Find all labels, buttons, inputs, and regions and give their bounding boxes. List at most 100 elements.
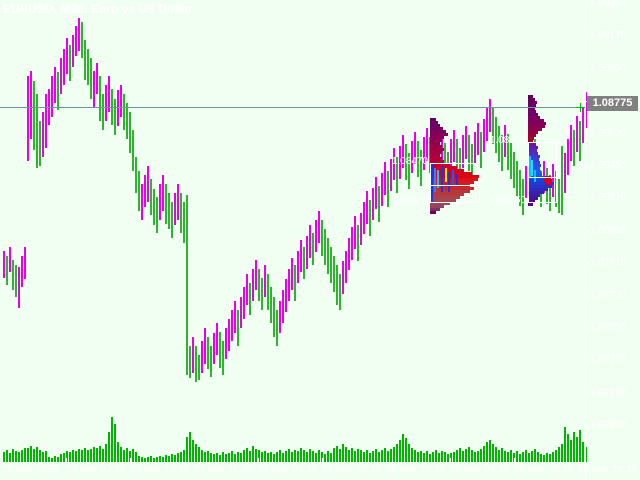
price-bar: [459, 148, 461, 184]
price-bar: [507, 133, 509, 170]
price-bar: [489, 99, 491, 132]
volume-bar: [576, 437, 578, 462]
profile-row: [528, 152, 538, 155]
volume-bar: [12, 449, 14, 462]
price-bar: [504, 124, 506, 157]
profile-row: [528, 179, 550, 182]
volume-bar: [222, 452, 224, 462]
volume-bar: [219, 455, 221, 462]
price-bar: [567, 139, 569, 175]
volume-bar: [18, 452, 20, 462]
volume-bar: [84, 448, 86, 462]
volume-bar: [51, 458, 53, 462]
volume-bar: [420, 451, 422, 462]
price-bar: [90, 58, 92, 100]
volume-bar: [9, 453, 11, 462]
price-axis-label: 1.08630: [590, 128, 627, 139]
volume-bar: [387, 451, 389, 462]
price-bar: [159, 184, 161, 220]
price-bar: [6, 256, 8, 285]
profile-row: [430, 151, 442, 154]
time-axis-tick: [258, 458, 259, 462]
profile-overlay: [445, 168, 447, 182]
volume-bar: [549, 454, 551, 462]
volume-bar: [375, 449, 377, 462]
price-bar: [351, 227, 353, 260]
price-bar: [105, 85, 107, 121]
volume-bar: [111, 417, 113, 462]
price-bar: [165, 184, 167, 224]
volume-bar: [243, 450, 245, 462]
price-bar: [144, 175, 146, 208]
volume-bar: [129, 451, 131, 462]
price-bar: [384, 162, 386, 195]
volume-bar: [42, 452, 44, 462]
volume-bar: [66, 451, 68, 462]
volume-bar: [561, 444, 563, 462]
price-axis-label: 1.07370: [590, 354, 627, 365]
price-bar: [252, 268, 254, 301]
price-bar: [141, 184, 143, 220]
price-bar: [51, 76, 53, 118]
volume-bar: [477, 451, 479, 462]
price-bar: [345, 250, 347, 283]
profile-row: [430, 205, 444, 208]
time-axis-tick: [2, 458, 3, 462]
volume-bar: [432, 452, 434, 462]
price-bar: [33, 81, 35, 150]
volume-bar: [441, 451, 443, 462]
volume-bar: [423, 453, 425, 462]
volume-bar: [198, 447, 200, 462]
price-bar: [297, 250, 299, 283]
time-axis-label: 29 Mar 20:30: [514, 464, 573, 475]
volume-bar: [531, 451, 533, 462]
price-bar: [330, 247, 332, 283]
profile-row: [528, 107, 535, 110]
price-bar: [333, 256, 335, 292]
volume-bar: [489, 440, 491, 462]
volume-bar: [183, 450, 185, 462]
volume-bar: [276, 452, 278, 462]
price-bar: [360, 212, 362, 246]
volume-bar: [120, 447, 122, 462]
time-axis-tick: [130, 458, 131, 462]
volume-bar: [90, 449, 92, 462]
price-bar: [414, 131, 416, 165]
price-bar: [393, 148, 395, 181]
profile-row: [430, 145, 442, 148]
volume-bar: [36, 447, 38, 462]
volume-bar: [171, 454, 173, 462]
time-axis-tick: [322, 458, 323, 462]
price-bar: [324, 229, 326, 265]
volume-bar: [150, 456, 152, 462]
profile-label-bottom: 1.08260: [391, 196, 428, 207]
price-bar: [294, 265, 296, 301]
price-bar: [84, 40, 86, 80]
price-bar: [210, 346, 212, 377]
volume-bar: [321, 452, 323, 462]
volume-bar: [297, 451, 299, 462]
price-bar: [222, 340, 224, 375]
price-bar: [525, 166, 527, 199]
profile-row: [430, 196, 460, 199]
volume-bar: [102, 449, 104, 462]
volume-bar: [261, 452, 263, 462]
price-bar: [375, 176, 377, 210]
volume-bar: [15, 451, 17, 462]
price-bar: [513, 151, 515, 188]
price-bar: [267, 274, 269, 310]
price-bar: [162, 175, 164, 211]
price-bar: [111, 88, 113, 125]
volume-bar: [480, 449, 482, 462]
price-bar: [585, 92, 587, 129]
price-bar: [189, 346, 191, 379]
price-bar: [363, 202, 365, 235]
price-bar: [183, 202, 185, 244]
volume-bar: [249, 451, 251, 462]
volume-bar: [369, 453, 371, 462]
price-axis-tick: [585, 296, 589, 297]
volume-bar: [285, 451, 287, 462]
price-bar: [552, 164, 554, 197]
profile-row: [528, 200, 535, 203]
